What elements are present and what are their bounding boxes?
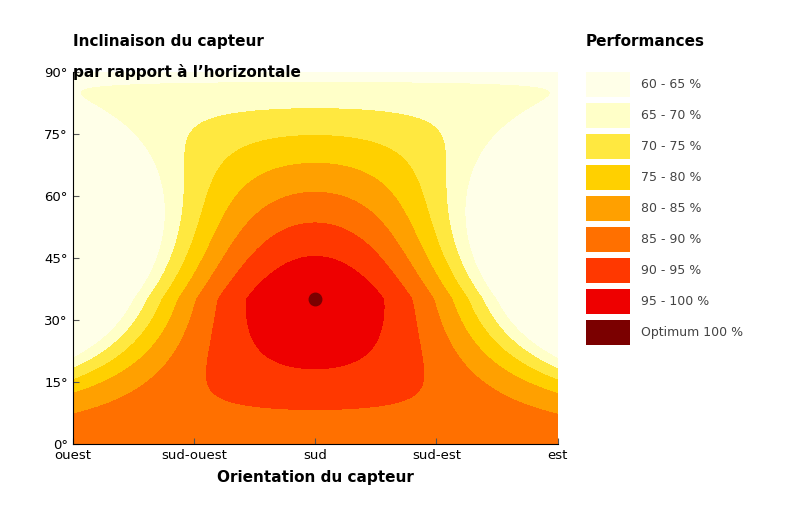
Text: Inclinaison du capteur: Inclinaison du capteur: [73, 34, 263, 49]
Text: 80 - 85 %: 80 - 85 %: [641, 202, 701, 215]
Text: 95 - 100 %: 95 - 100 %: [641, 295, 709, 308]
Text: Performances: Performances: [586, 34, 705, 49]
Text: 85 - 90 %: 85 - 90 %: [641, 233, 701, 246]
Text: par rapport à l’horizontale: par rapport à l’horizontale: [73, 64, 301, 80]
Text: 65 - 70 %: 65 - 70 %: [641, 109, 701, 122]
Text: 70 - 75 %: 70 - 75 %: [641, 140, 701, 153]
Text: 90 - 95 %: 90 - 95 %: [641, 264, 701, 277]
Text: 60 - 65 %: 60 - 65 %: [641, 78, 701, 91]
Text: Optimum 100 %: Optimum 100 %: [641, 326, 743, 339]
Text: 75 - 80 %: 75 - 80 %: [641, 171, 701, 184]
X-axis label: Orientation du capteur: Orientation du capteur: [217, 470, 414, 485]
